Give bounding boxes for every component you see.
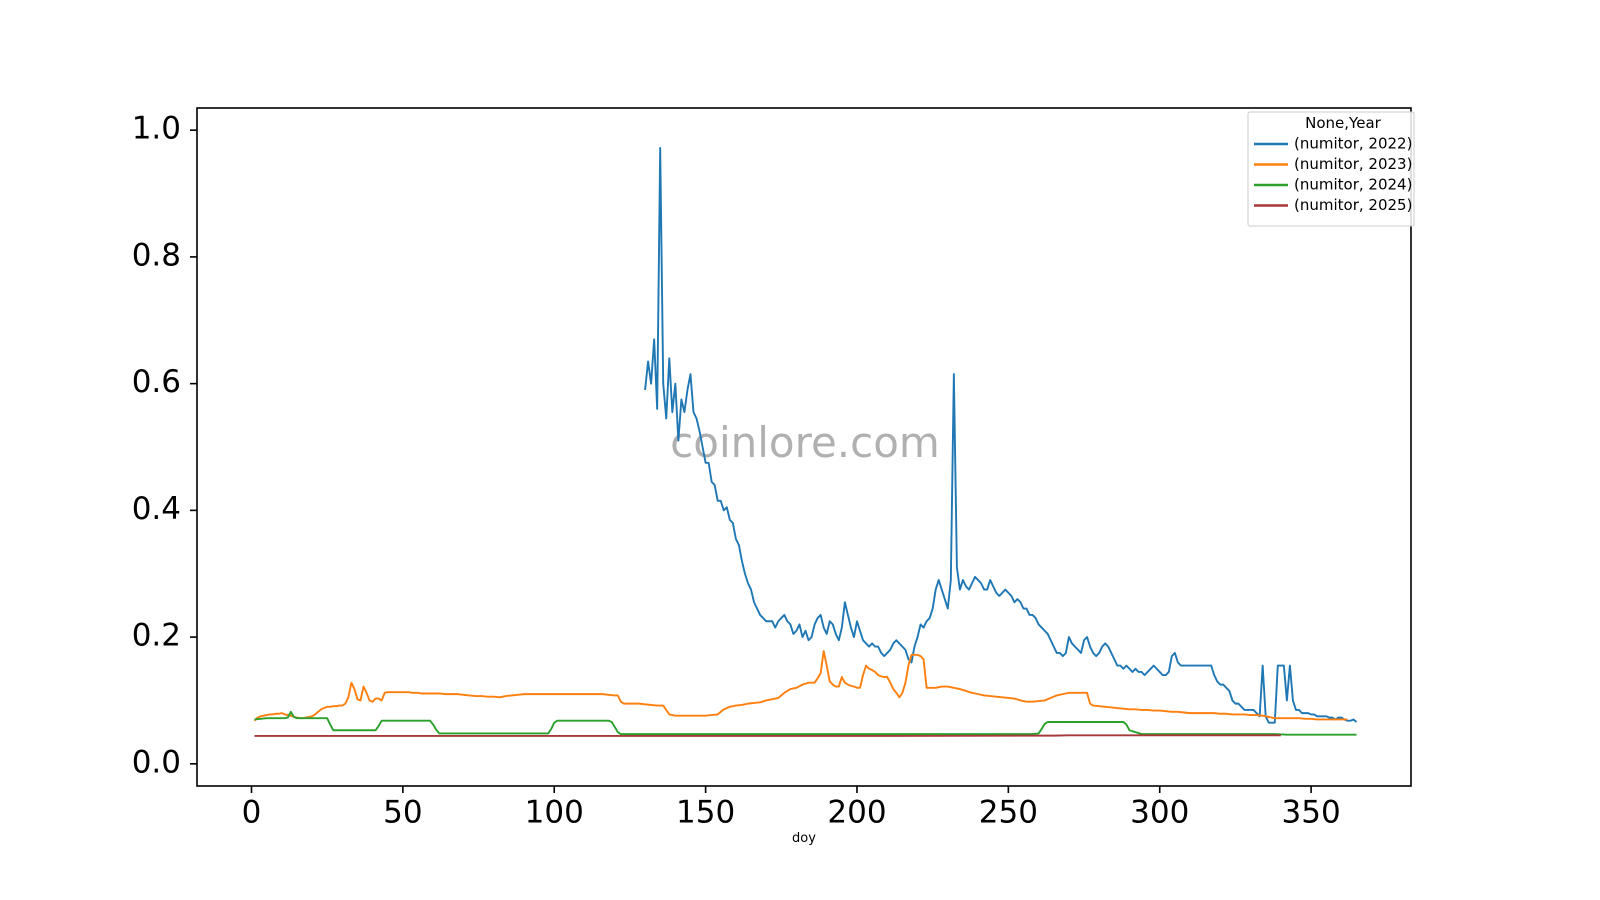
legend-label-2022[interactable]: (numitor, 2022) [1294, 135, 1412, 153]
axes-spines [196, 107, 1412, 787]
x-tick-label: 100 [525, 794, 584, 830]
x-tick-label: 0 [242, 794, 262, 830]
data-series-group [253, 146, 1358, 737]
legend-title: None,Year [1305, 114, 1381, 132]
series-line--numitor-2023- [253, 650, 1348, 722]
series-line--numitor-2022- [644, 146, 1358, 724]
x-tick-label: 50 [383, 794, 422, 830]
x-tick-label: 250 [979, 794, 1038, 830]
plot-frame [196, 107, 1412, 787]
y-tick-label: 0.0 [132, 744, 181, 780]
y-tick-label: 0.2 [132, 618, 181, 654]
x-tick-label: 300 [1130, 794, 1189, 830]
series-line--numitor-2024- [254, 710, 1357, 736]
x-axis-label: doy [792, 831, 816, 846]
x-tick-label: 200 [827, 794, 886, 830]
x-tick-label: 350 [1282, 794, 1341, 830]
chart-legend[interactable]: None,Year (numitor, 2022) (numitor, 2023) (… [1247, 111, 1415, 227]
legend-label-2024[interactable]: (numitor, 2024) [1294, 176, 1412, 194]
legend-background [1247, 111, 1415, 227]
y-tick-label: 0.4 [132, 491, 181, 527]
y-axis-ticks: 0.0 0.2 0.4 0.6 0.8 1.0 [132, 111, 197, 780]
watermark-text: coinlore.com [670, 418, 940, 467]
y-tick-label: 0.8 [132, 237, 181, 273]
y-tick-label: 1.0 [132, 111, 181, 147]
x-axis-ticks: 0 50 100 150 200 250 300 350 [242, 786, 1341, 830]
x-tick-label: 150 [676, 794, 735, 830]
series-line--numitor-2025- [254, 734, 1281, 737]
legend-label-2025[interactable]: (numitor, 2025) [1294, 196, 1412, 214]
legend-label-2023[interactable]: (numitor, 2023) [1294, 155, 1412, 173]
y-tick-label: 0.6 [132, 364, 181, 400]
